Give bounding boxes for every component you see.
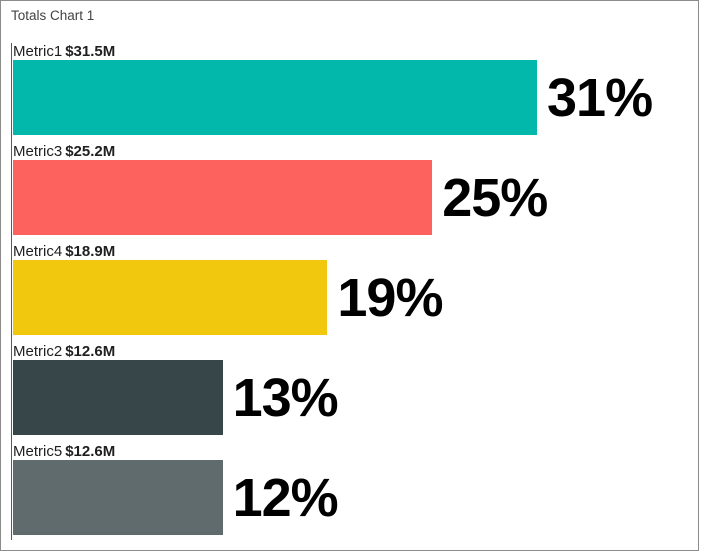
category-label: Metric5 $12.6M: [13, 443, 693, 460]
chart-title: Totals Chart 1: [11, 8, 95, 23]
bar-fill-metric4[interactable]: [13, 260, 328, 335]
bar-row-metric4: Metric4 $18.9M 19%: [13, 243, 693, 343]
bar-area: 19%: [13, 260, 693, 335]
bar-fill-metric2[interactable]: [13, 360, 223, 435]
category-label: Metric4 $18.9M: [13, 243, 693, 260]
category-label: Metric2 $12.6M: [13, 343, 693, 360]
category-name: Metric4: [13, 243, 63, 260]
category-name: Metric3: [13, 143, 63, 160]
percent-label: 12%: [232, 467, 339, 528]
bar-row-metric5: Metric5 $12.6M 12%: [13, 443, 693, 543]
value-label: $25.2M: [65, 143, 116, 160]
bar-fill-metric5[interactable]: [13, 460, 223, 535]
bar-chart: Metric1 $31.5M 31% Metric3 $25.2M 25% Metr…: [13, 43, 693, 543]
bar-fill-metric1[interactable]: [13, 60, 537, 135]
value-label: $12.6M: [65, 343, 116, 360]
bar-row-metric2: Metric2 $12.6M 13%: [13, 343, 693, 443]
percent-label: 13%: [232, 367, 339, 428]
bar-area: 13%: [13, 360, 693, 435]
category-label: Metric1 $31.5M: [13, 43, 693, 60]
value-label: $12.6M: [65, 443, 116, 460]
percent-label: 25%: [442, 167, 548, 228]
category-name: Metric2: [13, 343, 63, 360]
bar-row-metric1: Metric1 $31.5M 31%: [13, 43, 693, 143]
bar-area: 25%: [13, 160, 693, 235]
bar-fill-metric3[interactable]: [13, 160, 433, 235]
percent-label: 31%: [547, 67, 653, 128]
bar-area: 31%: [13, 60, 693, 135]
category-name: Metric1: [13, 43, 63, 60]
category-label: Metric3 $25.2M: [13, 143, 693, 160]
value-label: $31.5M: [65, 43, 116, 60]
value-label: $18.9M: [65, 243, 116, 260]
category-axis-line: [11, 43, 12, 540]
percent-label: 19%: [337, 267, 443, 328]
category-name: Metric5: [13, 443, 63, 460]
bar-area: 12%: [13, 460, 693, 535]
bar-row-metric3: Metric3 $25.2M 25%: [13, 143, 693, 243]
